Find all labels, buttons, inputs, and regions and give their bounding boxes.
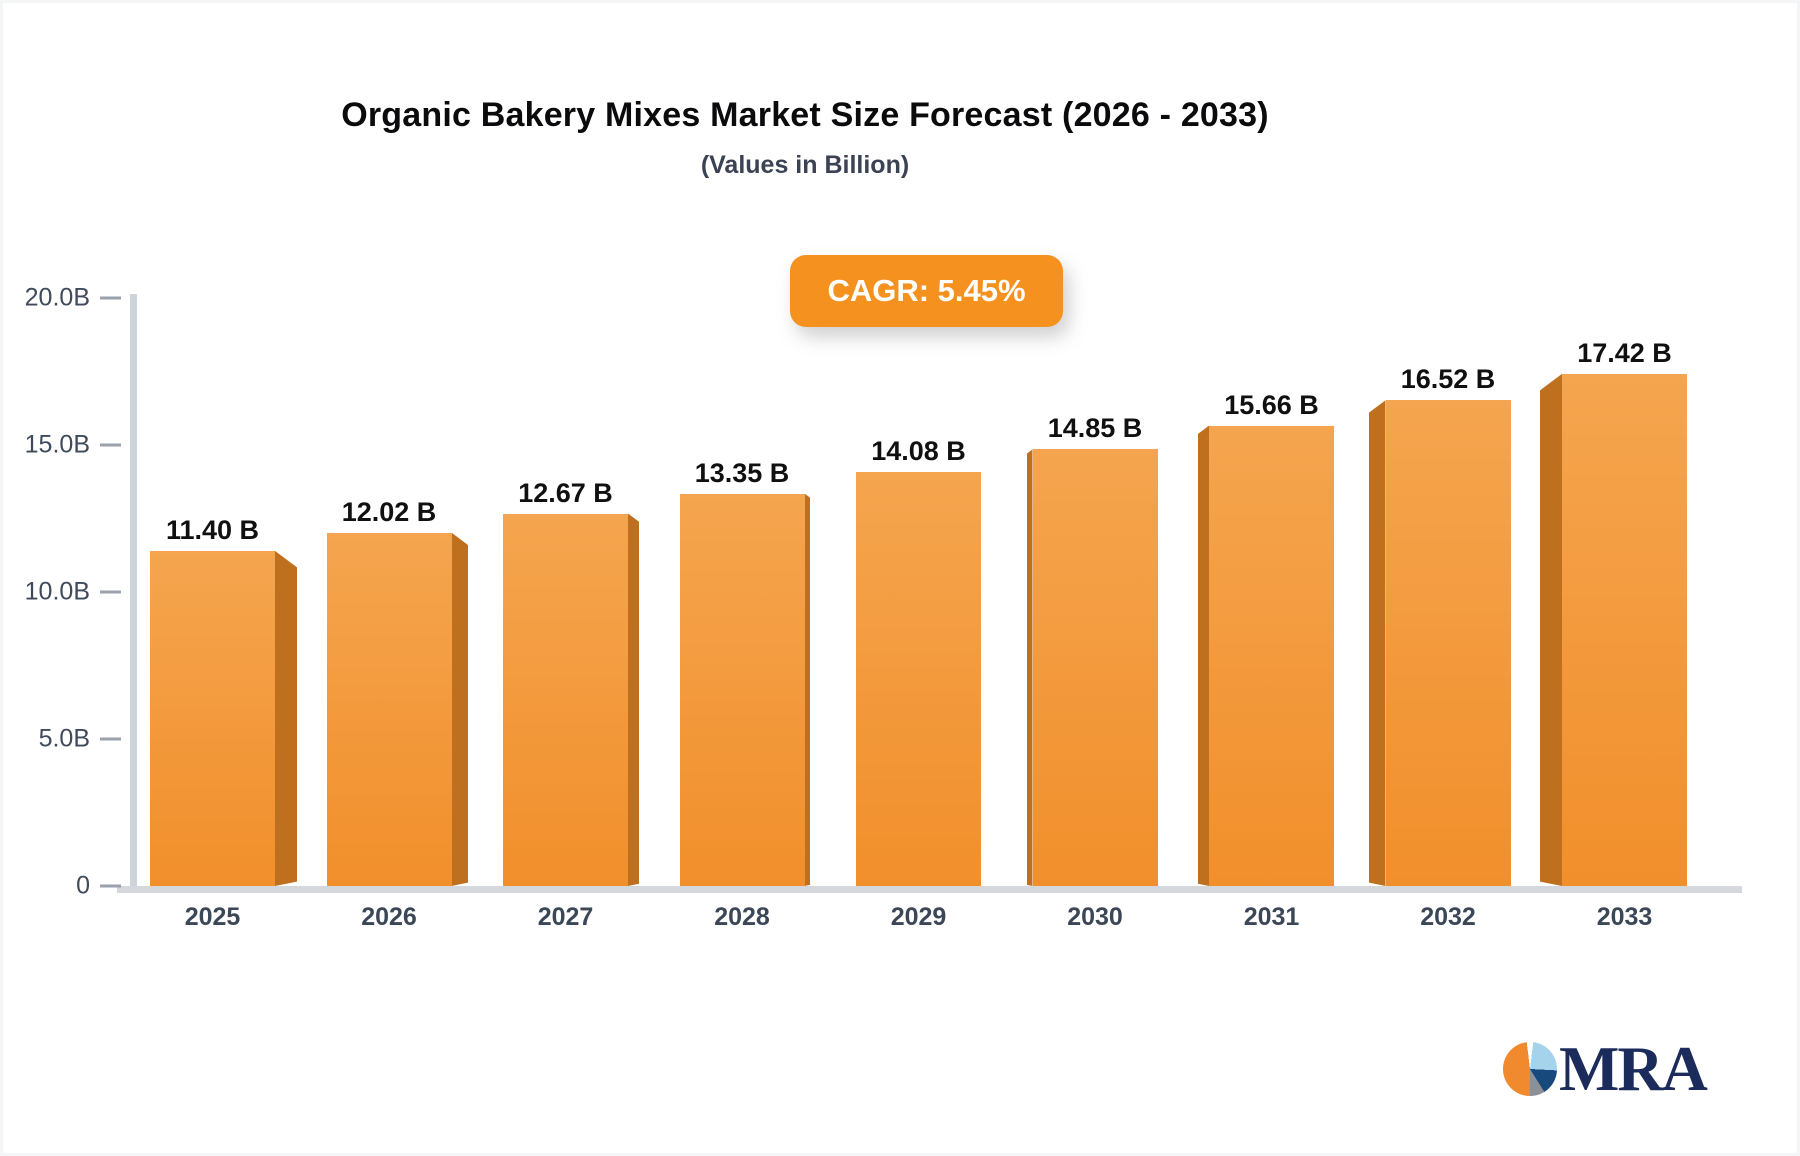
bar-value-label: 14.85 B: [1047, 413, 1143, 444]
bar-3d-side: [628, 514, 639, 886]
bar-3d-side: [1369, 400, 1386, 886]
y-axis-tick-mark: [100, 737, 121, 741]
chart-header: Organic Bakery Mixes Market Size Forecas…: [0, 96, 1610, 180]
bar-3d-side: [1027, 449, 1033, 886]
y-axis-tick-label: 15.0B: [24, 430, 90, 459]
y-axis-tick-mark: [100, 443, 121, 447]
x-axis-year-label: 2025: [184, 903, 241, 931]
bar-3d-side: [1198, 426, 1209, 886]
x-axis-year-label: 2029: [890, 903, 947, 931]
chart-title: Organic Bakery Mixes Market Size Forecas…: [341, 96, 1269, 134]
bar-2029: [856, 472, 981, 886]
bar-2031: [1209, 425, 1334, 886]
bar-3d-side: [275, 551, 297, 886]
bar-2030: [1032, 449, 1158, 886]
bar-value-label: 12.67 B: [518, 477, 613, 508]
y-axis-tick-mark: [100, 590, 121, 594]
y-axis-tick-label: 10.0B: [24, 577, 90, 606]
y-axis-tick-label: 5.0B: [38, 724, 90, 753]
x-axis-year-label: 2033: [1596, 903, 1653, 931]
bar-value-label: 17.42 B: [1577, 337, 1672, 368]
bar-2032: [1385, 400, 1511, 886]
bar-value-label: 12.02 B: [341, 496, 437, 527]
mra-logo-text: MRA: [1559, 1033, 1708, 1104]
bar-2025: [150, 550, 275, 886]
y-axis-tick-mark: [100, 884, 121, 888]
mra-logo: MRA: [1503, 1033, 1708, 1104]
x-axis-year-label: 2026: [361, 903, 417, 931]
cagr-badge: CAGR: 5.45%: [790, 255, 1063, 327]
y-axis-tick-label: 0: [76, 871, 90, 900]
bar-value-label: 14.08 B: [871, 436, 966, 467]
bar-value-label: 13.35 B: [694, 457, 790, 488]
y-axis-tick-mark: [100, 296, 121, 300]
bar-value-label: 11.40 B: [165, 514, 260, 545]
chart-subtitle: (Values in Billion): [700, 151, 910, 179]
x-axis-year-label: 2032: [1420, 903, 1476, 931]
bar-2026: [326, 532, 452, 886]
x-axis-year-label: 2028: [714, 903, 770, 931]
x-axis-year-label: 2030: [1067, 903, 1123, 931]
y-axis-tick-label: 20.0B: [24, 283, 90, 312]
bar-2028: [679, 493, 805, 886]
bar-3d-side: [452, 533, 469, 886]
mra-pie-chart-logo-icon: [1503, 1042, 1557, 1096]
bar-2027: [503, 513, 628, 886]
x-axis-year-label: 2031: [1243, 903, 1300, 931]
x-axis-baseline: [117, 886, 1742, 893]
bar-3d-side: [1540, 374, 1562, 886]
bar-value-label: 15.66 B: [1224, 389, 1319, 420]
x-axis-year-label: 2027: [537, 903, 594, 931]
bar-2033: [1562, 373, 1687, 886]
y-axis-line: [130, 294, 137, 889]
bar-value-label: 16.52 B: [1400, 364, 1496, 395]
bar-3d-side: [805, 494, 811, 886]
